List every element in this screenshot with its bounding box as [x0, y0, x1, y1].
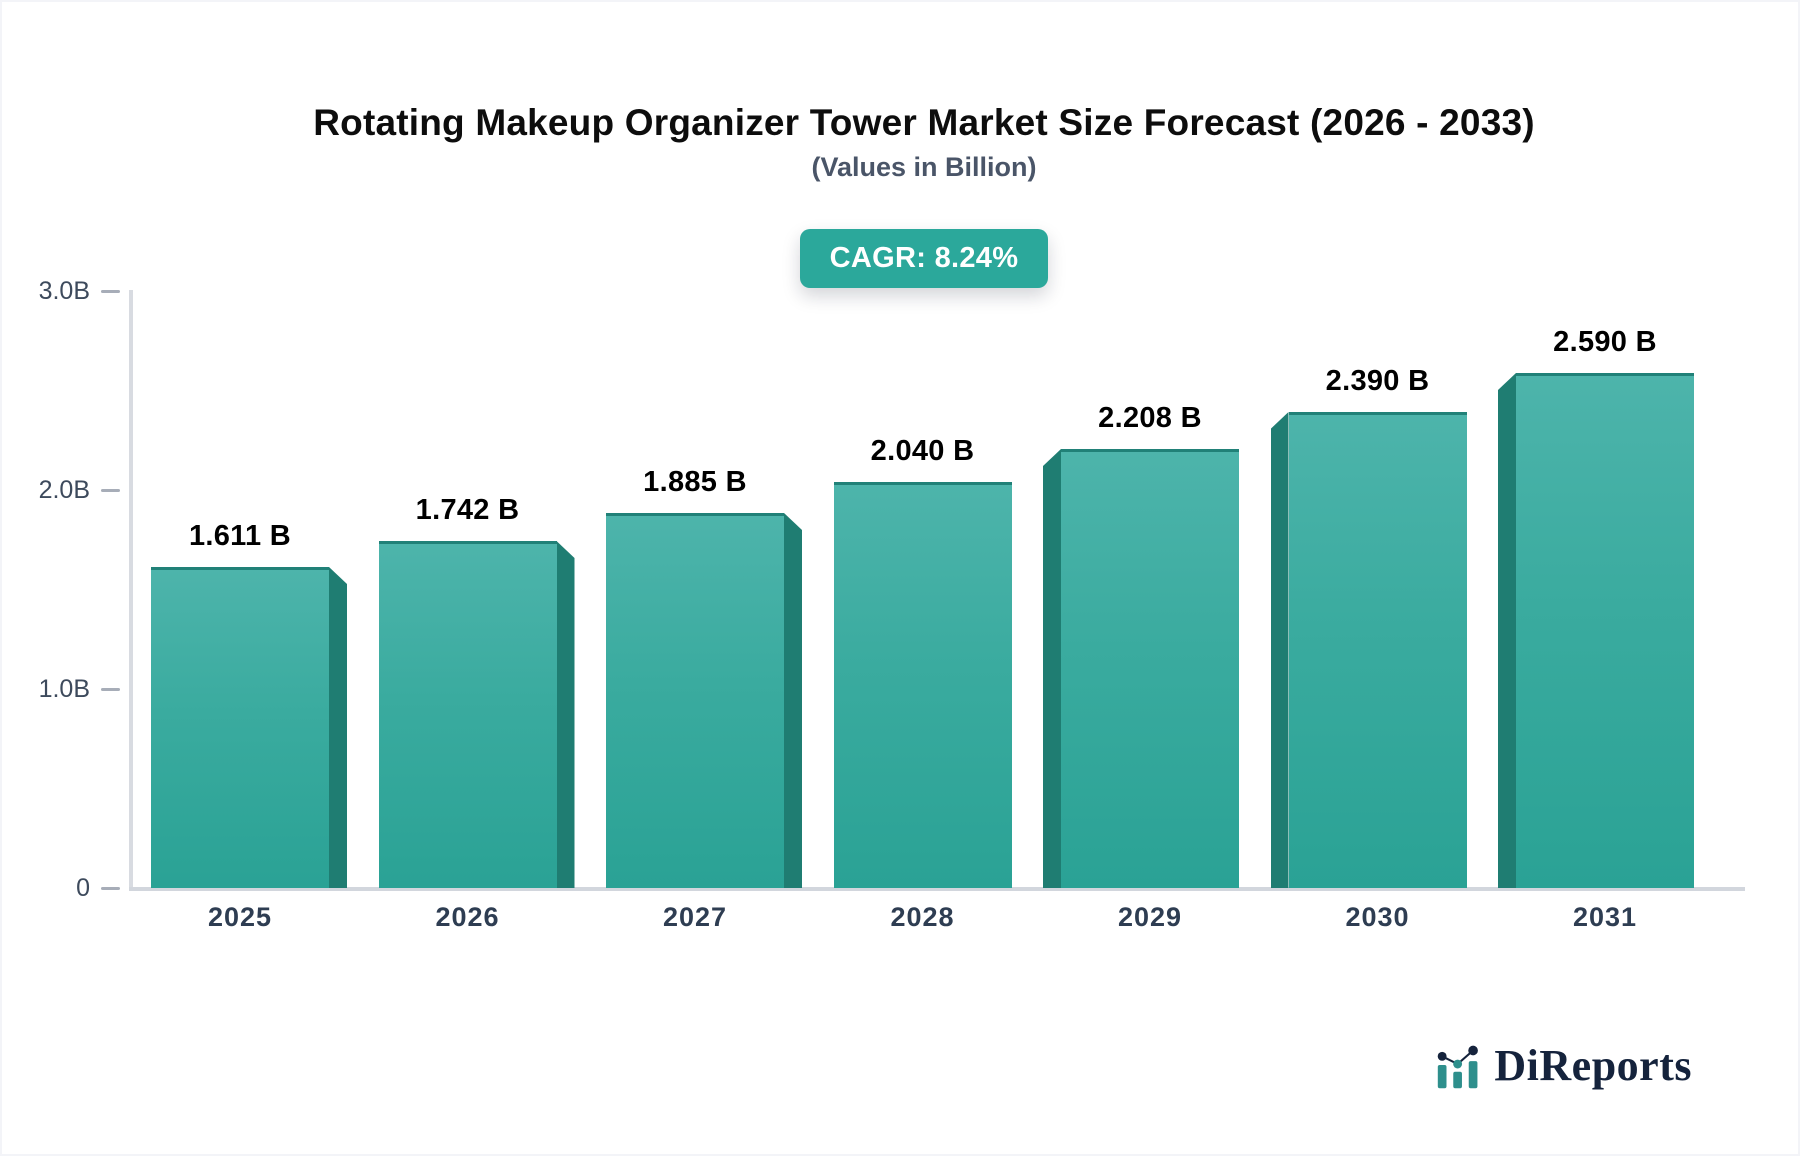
x-axis-line [129, 887, 1745, 891]
x-axis-label-2029: 2029 [1117, 902, 1183, 932]
bar-side-face [1270, 412, 1289, 888]
bar-2028 [833, 482, 1012, 888]
y-tick-label: 0 [76, 874, 90, 902]
bar-value-label: 2.208 B [1098, 402, 1202, 434]
y-tick-label: 3.0B [38, 277, 90, 305]
y-tick-dash [101, 489, 120, 492]
bar-side-face [784, 513, 802, 888]
chart-title: Rotating Makeup Organizer Tower Market S… [313, 102, 1535, 143]
bar-2025 [151, 567, 329, 888]
bar-2027 [606, 513, 784, 888]
bar-side-face [1498, 373, 1516, 888]
cagr-badge: CAGR: 8.24% [799, 229, 1049, 288]
chart-header: Rotating Makeup Organizer Tower Market S… [46, 2, 1798, 288]
x-axis-label-2031: 2031 [1572, 902, 1638, 932]
bar-value-label: 2.390 B [1325, 365, 1430, 397]
x-axis-label-2025: 2025 [207, 902, 273, 932]
bar-2030 [1288, 412, 1467, 888]
y-axis-line [129, 290, 133, 891]
bar-2031 [1516, 373, 1694, 888]
bar-side-face [329, 567, 347, 888]
bar-value-label: 2.590 B [1553, 326, 1657, 358]
bar-2029 [1061, 449, 1239, 888]
bar-side-face [1043, 449, 1061, 888]
chart-subtitle: (Values in Billion) [811, 152, 1037, 182]
x-axis-label-2026: 2026 [435, 902, 500, 932]
bar-value-label: 1.742 B [415, 494, 520, 526]
x-axis-label-2027: 2027 [662, 902, 728, 932]
y-tick-dash [101, 887, 120, 890]
bar-value-label: 1.611 B [188, 520, 292, 552]
bar-2026 [378, 541, 557, 888]
direports-logo-icon [1438, 1045, 1479, 1089]
bar-value-label: 2.040 B [870, 435, 975, 467]
y-tick-dash [101, 688, 120, 691]
x-axis-label-2030: 2030 [1345, 902, 1410, 932]
y-tick-label: 2.0B [38, 476, 90, 504]
direports-logo: DiReports [1432, 1036, 1692, 1094]
bar-value-label: 1.885 B [643, 466, 747, 498]
bar-side-face [556, 541, 575, 888]
x-axis-label-2028: 2028 [890, 902, 955, 932]
y-tick-label: 1.0B [38, 675, 90, 703]
direports-logo-text: DiReports [1494, 1040, 1692, 1090]
y-tick-dash [101, 290, 120, 293]
